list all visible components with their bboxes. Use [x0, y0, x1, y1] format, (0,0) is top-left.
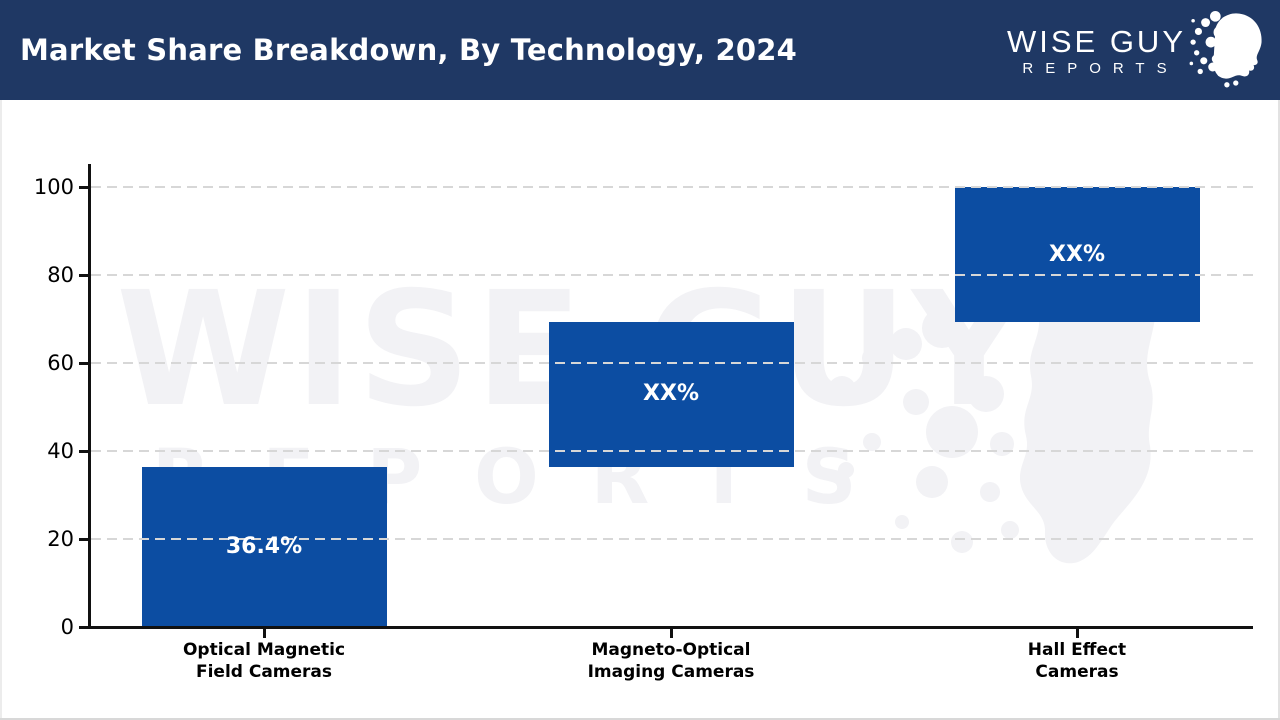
y-gridline [91, 538, 1253, 540]
bar-value-label: 36.4% [225, 533, 303, 559]
y-tick-mark [79, 362, 88, 365]
category-label-line: Imaging Cameras [587, 662, 755, 682]
x-axis-line [88, 626, 1253, 629]
y-gridline [91, 362, 1253, 364]
category-label: Optical Magnetic Field Cameras [114, 639, 414, 683]
bar-value-label: XX% [1049, 241, 1105, 267]
y-tick-label: 40 [47, 439, 74, 463]
logo-brand-text: WISE GUY [1006, 24, 1186, 59]
category-label: Magneto-Optical Imaging Cameras [521, 639, 821, 683]
y-tick-mark [79, 450, 88, 453]
category-label-line: Optical Magnetic [182, 640, 346, 660]
bar-segment [548, 322, 794, 467]
y-tick-label: 0 [60, 615, 74, 639]
y-tick-mark [79, 626, 88, 629]
logo-face-icon [1189, 11, 1262, 88]
category-label-line: Magneto-Optical [591, 640, 751, 660]
bar-segment [141, 466, 387, 627]
category-label-line: Cameras [1035, 662, 1119, 682]
bar-value-label: XX% [643, 381, 699, 407]
chart-title: Market Share Breakdown, By Technology, 2… [20, 33, 798, 67]
logo-wordmark: WISE GUY REPORTS [1006, 24, 1186, 78]
y-tick-mark [79, 186, 88, 189]
y-tick-label: 80 [47, 263, 74, 287]
y-tick-label: 60 [47, 351, 74, 375]
y-tick-label: 100 [33, 175, 74, 199]
header-banner: Market Share Breakdown, By Technology, 2… [0, 0, 1280, 100]
category-label: Hall Effect Cameras [927, 639, 1227, 683]
category-label-line: Hall Effect [1027, 640, 1127, 660]
y-gridline [91, 274, 1253, 276]
x-tick-mark [1076, 629, 1079, 638]
x-tick-mark [670, 629, 673, 638]
category-label-line: Field Cameras [195, 662, 333, 682]
y-tick-label: 20 [47, 527, 74, 551]
y-gridline [91, 450, 1253, 452]
y-axis-line [88, 164, 91, 629]
logo-subtitle-text: REPORTS [1022, 60, 1179, 77]
y-gridline [91, 186, 1253, 188]
wise-guy-logo: WISE GUY REPORTS [1007, 7, 1266, 95]
y-tick-mark [79, 274, 88, 277]
y-tick-mark [79, 538, 88, 541]
x-tick-mark [263, 629, 266, 638]
